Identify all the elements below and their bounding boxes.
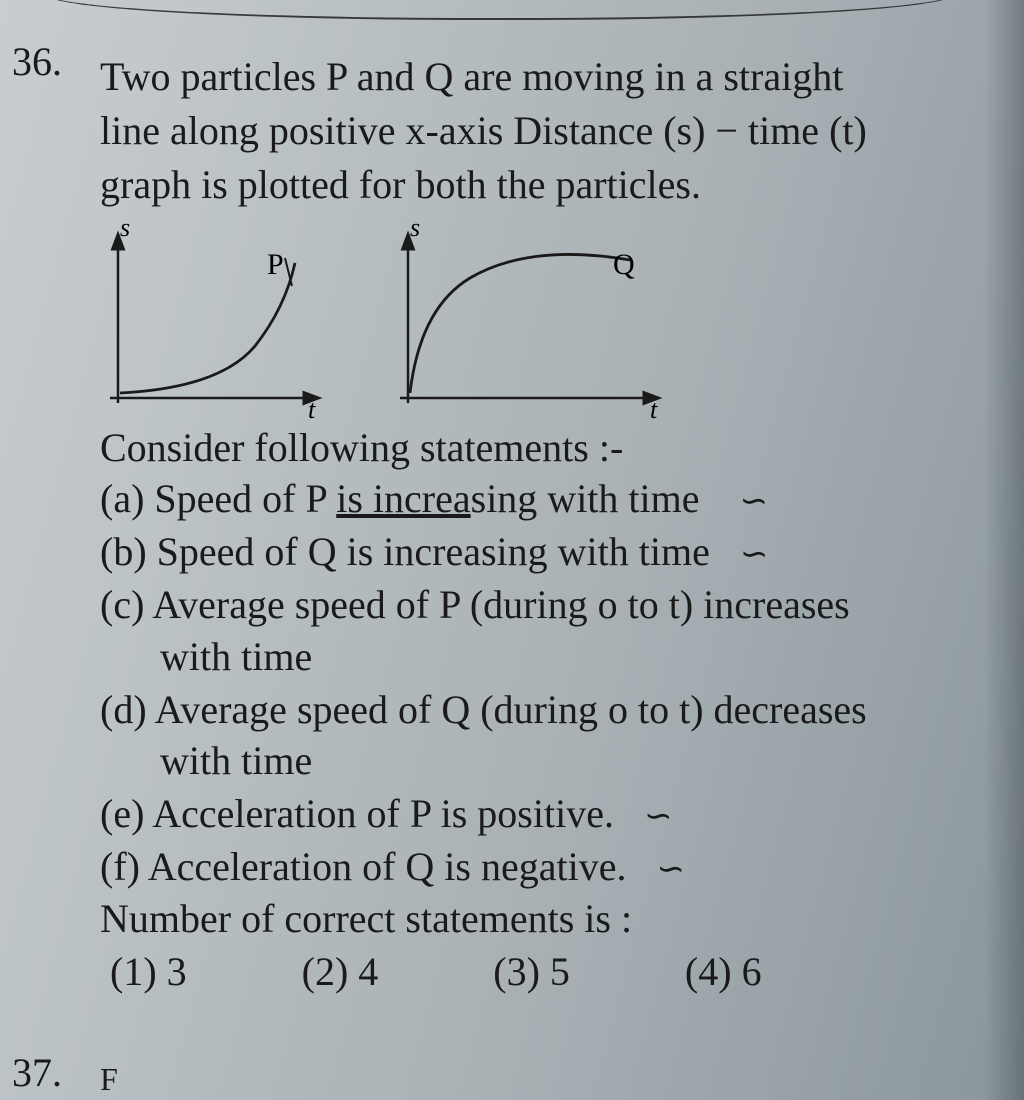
statement-a-underlined: is increa: [336, 476, 470, 521]
option-4-value: 6: [742, 949, 762, 994]
statement-b-mark: ∽: [740, 536, 769, 573]
statement-a: (a) Speed of P is increasing with time ∽: [100, 473, 984, 524]
graph-p: s t P: [70, 218, 330, 428]
statement-c-cont: with time: [100, 631, 984, 682]
statement-a-mark: ∽: [740, 483, 769, 520]
statement-f-label: (f): [100, 844, 140, 889]
statement-e-text: Acceleration of P is positive.: [152, 791, 614, 836]
next-question-number: 37.: [12, 1049, 62, 1096]
question-line-1: Two particles P and Q are moving in a st…: [100, 54, 843, 99]
statement-b: (b) Speed of Q is increasing with time ∽: [100, 526, 984, 577]
statement-c-label: (c): [100, 582, 144, 627]
statement-d-label: (d): [100, 687, 147, 732]
option-2-value: 4: [358, 949, 378, 994]
option-3[interactable]: (3) 5: [493, 948, 570, 995]
question-line-3: graph is plotted for both the particles.: [100, 162, 701, 207]
statement-f: (f) Acceleration of Q is negative. ∽: [100, 841, 984, 892]
graph-p-curve: [120, 263, 295, 393]
statement-a-pre: Speed of P: [154, 476, 336, 521]
statement-d: (d) Average speed of Q (during o to t) d…: [100, 684, 984, 786]
graph-p-ylabel: s: [120, 218, 130, 242]
page-shadow: [984, 0, 1024, 1100]
statement-f-mark: ∽: [656, 851, 685, 888]
graph-p-curve-label: P: [267, 248, 284, 281]
statement-d-cont: with time: [100, 735, 984, 786]
option-1-value: 3: [167, 949, 187, 994]
statement-d-text: Average speed of Q (during o to t) decre…: [154, 687, 866, 732]
option-2[interactable]: (2) 4: [302, 948, 379, 995]
consider-heading: Consider following statements :-: [100, 424, 984, 471]
statement-e-mark: ∽: [644, 798, 673, 835]
option-2-label: (2): [302, 949, 349, 994]
statement-f-text: Acceleration of Q is negative.: [148, 844, 627, 889]
statement-c-text: Average speed of P (during o to t) incre…: [152, 582, 850, 627]
graph-q-curve: [410, 254, 630, 393]
question-line-2: line along positive x-axis Distance (s) …: [100, 108, 867, 153]
option-1[interactable]: (1) 3: [110, 948, 187, 995]
statement-a-post: sing with time: [471, 476, 700, 521]
option-3-value: 5: [550, 949, 570, 994]
statement-c: (c) Average speed of P (during o to t) i…: [100, 579, 984, 681]
statement-b-text: Speed of Q is increasing with time: [157, 529, 710, 574]
page-content: 36. Two particles P and Q are moving in …: [0, 0, 1024, 1005]
option-1-label: (1): [110, 949, 157, 994]
option-4[interactable]: (4) 6: [685, 948, 762, 995]
statement-a-label: (a): [100, 476, 144, 521]
graph-q-ylabel: s: [410, 218, 420, 242]
final-prompt: Number of correct statements is :: [100, 895, 984, 942]
question-text: Two particles P and Q are moving in a st…: [100, 50, 984, 212]
statement-b-label: (b): [100, 529, 147, 574]
graph-q-xlabel: t: [650, 395, 658, 424]
graph-q-curve-label: Q: [613, 248, 635, 281]
question-number: 36.: [12, 38, 62, 85]
graph-q: s t Q: [360, 218, 670, 428]
statement-e-label: (e): [100, 791, 144, 836]
option-3-label: (3): [493, 949, 540, 994]
graph-p-xlabel: t: [308, 395, 316, 424]
statement-e: (e) Acceleration of P is positive. ∽: [100, 788, 984, 839]
option-4-label: (4): [685, 949, 732, 994]
next-question-fragment: F: [100, 1061, 118, 1098]
graphs-row: s t P s t Q: [70, 218, 984, 428]
options-row: (1) 3 (2) 4 (3) 5 (4) 6: [100, 948, 984, 995]
